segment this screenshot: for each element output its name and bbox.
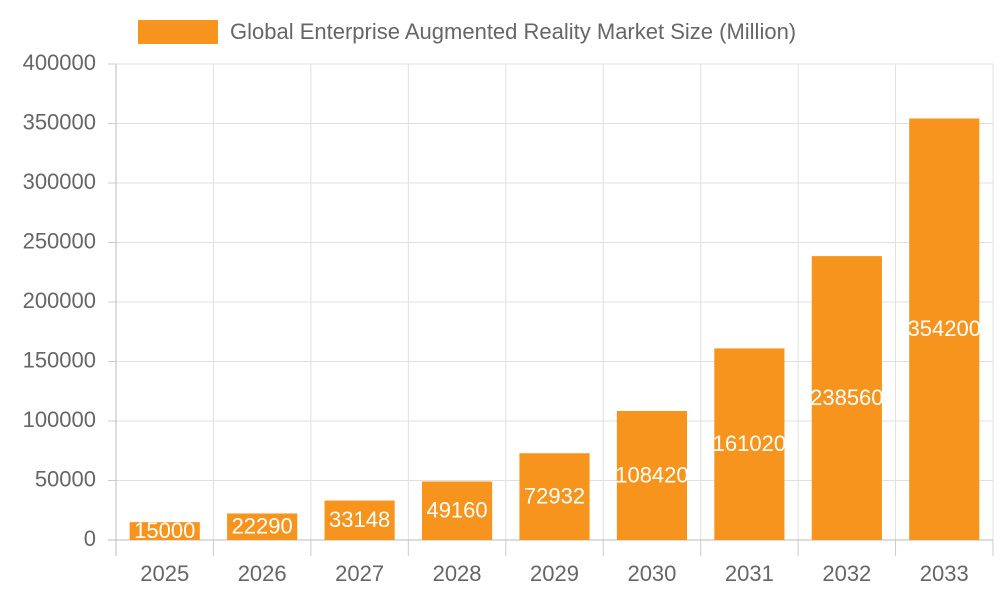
y-tick-label: 250000 (23, 228, 96, 253)
x-tick-label: 2032 (822, 561, 871, 586)
x-tick-label: 2029 (530, 561, 579, 586)
y-tick-label: 150000 (23, 347, 96, 372)
data-label: 161020 (713, 431, 786, 456)
legend-label: Global Enterprise Augmented Reality Mark… (230, 19, 796, 44)
data-label: 72932 (524, 483, 585, 508)
bar (811, 256, 882, 540)
bar (421, 481, 493, 540)
y-tick-label: 100000 (23, 407, 96, 432)
bar (324, 500, 395, 540)
x-tick-label: 2028 (433, 561, 482, 586)
data-label: 354200 (908, 316, 981, 341)
data-label: 33148 (329, 507, 390, 532)
bar (519, 453, 590, 540)
data-label: 15000 (134, 518, 195, 543)
bar (714, 348, 785, 540)
data-label: 108420 (615, 462, 688, 487)
y-tick-label: 300000 (23, 169, 96, 194)
bar (616, 410, 688, 540)
bar (227, 513, 298, 540)
y-tick-label: 0 (84, 526, 96, 551)
legend-swatch (138, 20, 218, 44)
y-tick-label: 400000 (23, 50, 96, 75)
data-label: 238560 (810, 385, 883, 410)
data-label: 22290 (232, 514, 293, 539)
x-tick-label: 2030 (627, 561, 676, 586)
x-tick-label: 2025 (140, 561, 189, 586)
x-tick-label: 2031 (725, 561, 774, 586)
y-tick-label: 50000 (35, 466, 96, 491)
y-tick-label: 200000 (23, 288, 96, 313)
bar (129, 522, 200, 540)
x-tick-label: 2027 (335, 561, 384, 586)
x-tick-label: 2033 (920, 561, 969, 586)
x-tick-label: 2026 (238, 561, 287, 586)
data-label: 49160 (426, 498, 487, 523)
y-tick-label: 350000 (23, 109, 96, 134)
bar (909, 118, 980, 540)
